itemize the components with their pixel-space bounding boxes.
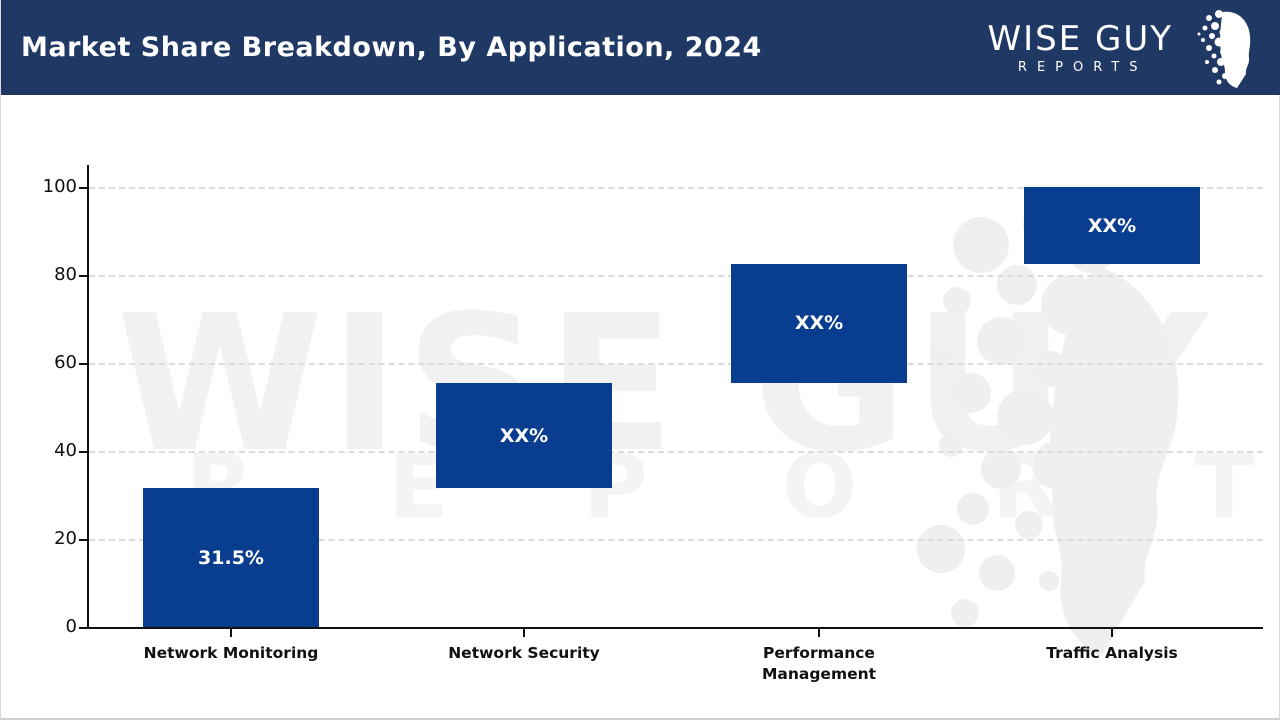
waterfall-bar: XX% [436, 382, 612, 489]
y-tick-label: 80 [54, 264, 77, 285]
x-tick-mark [523, 629, 525, 637]
bar-value-label: XX% [499, 424, 549, 447]
gridline [89, 363, 1263, 365]
bar-value-label: XX% [1087, 214, 1137, 237]
y-tick-label: 40 [54, 440, 77, 461]
waterfall-bar: 31.5% [143, 488, 319, 627]
y-tick-mark [79, 451, 87, 453]
y-tick-mark [79, 363, 87, 365]
x-category-label: Traffic Analysis [1046, 644, 1178, 662]
y-tick-mark [79, 627, 87, 629]
chart-title: Market Share Breakdown, By Application, … [21, 32, 762, 63]
x-axis-spine [87, 627, 1263, 629]
y-tick-label: 0 [65, 616, 77, 637]
gridline [89, 275, 1263, 277]
bar-value-label: XX% [794, 312, 844, 335]
header-bar: Market Share Breakdown, By Application, … [1, 0, 1280, 95]
waterfall-bar: XX% [731, 264, 907, 383]
x-category-label: Network Security [448, 644, 600, 662]
x-tick-mark [1111, 629, 1113, 637]
y-tick-label: 60 [54, 352, 77, 373]
y-tick-mark [79, 187, 87, 189]
gridline [89, 451, 1263, 453]
y-tick-mark [79, 539, 87, 541]
y-axis-spine [87, 165, 89, 629]
y-tick-label: 20 [54, 528, 77, 549]
bar-value-label: 31.5% [198, 546, 264, 569]
gridline [89, 539, 1263, 541]
logo-line2: REPORTS [1017, 59, 1148, 75]
dotted-head-icon [1197, 9, 1251, 88]
x-category-label: Performance Management [761, 644, 877, 683]
logo-line1: WISE GUY [987, 18, 1173, 59]
x-category-label: Network Monitoring [143, 644, 319, 662]
logo-wordmark: WISE GUY REPORTS [987, 22, 1173, 74]
x-tick-mark [230, 629, 232, 637]
y-tick-label: 100 [42, 176, 77, 197]
watermark-wordmark: WISE GUY [116, 275, 1214, 494]
wise-guy-logo: WISE GUY REPORTS [987, 6, 1253, 90]
plot-area: WISE GUY R E P O R T S 020406080100Netwo… [1, 95, 1280, 718]
gridline [89, 187, 1263, 189]
y-tick-mark [79, 275, 87, 277]
x-tick-mark [818, 629, 820, 637]
waterfall-bar: XX% [1024, 187, 1200, 264]
